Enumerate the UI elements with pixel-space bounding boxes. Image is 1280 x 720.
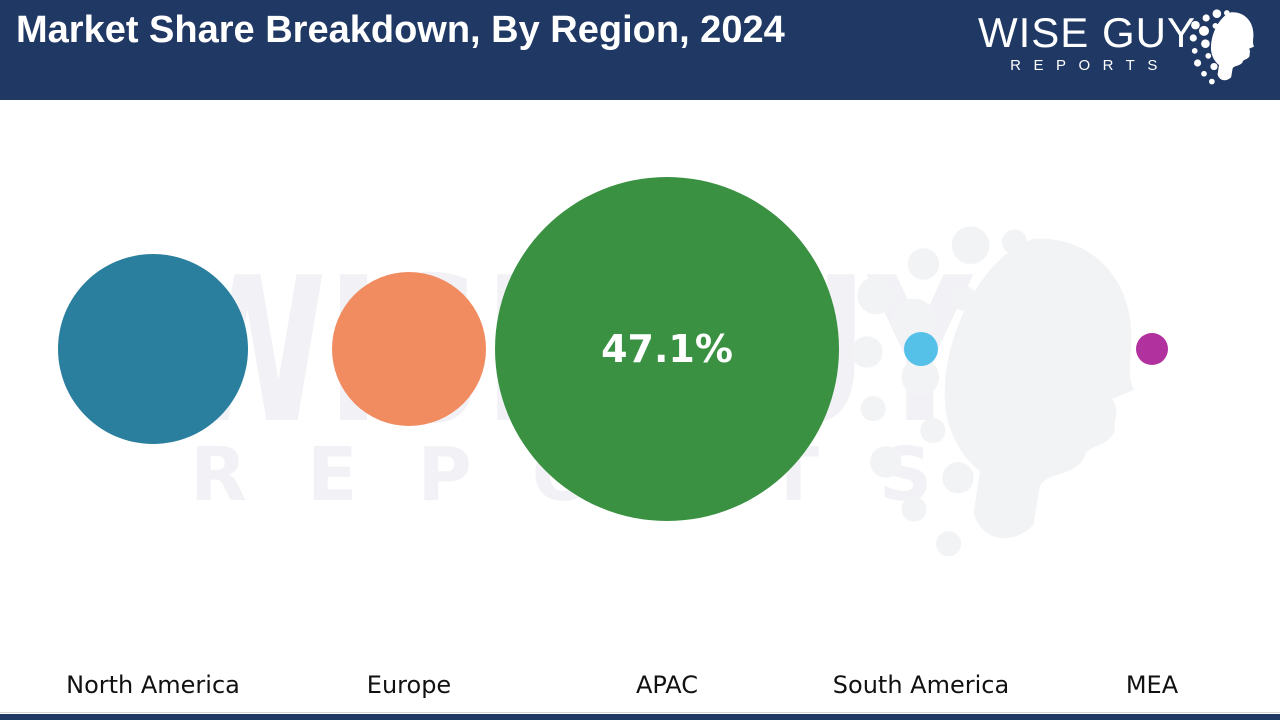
bottom-divider (0, 712, 1280, 713)
category-label-europe: Europe (366, 671, 452, 699)
brand-logo-text: WISE GUY REPORTS (977, 9, 1196, 75)
category-label-mea: MEA (1125, 671, 1179, 699)
category-label-apac: APAC (635, 671, 699, 699)
brand-name: WISE GUY (977, 9, 1196, 56)
page-title: Market Share Breakdown, By Region, 2024 (16, 9, 785, 51)
footer-bar (0, 714, 1280, 720)
bubble-mea (1136, 333, 1168, 365)
brand-subtitle: REPORTS (1010, 57, 1170, 74)
bubble-europe (332, 272, 486, 426)
header-bar: Market Share Breakdown, By Region, 2024 … (0, 0, 1280, 100)
bubble-apac: 47.1% (495, 177, 839, 521)
category-label-north-america: North America (66, 671, 240, 699)
bubble-north-america (58, 254, 248, 444)
category-label-south-america: South America (832, 671, 1010, 699)
brand-logo: WISE GUY REPORTS (978, 0, 1280, 88)
bubble-south-america (904, 332, 938, 366)
bubble-value-label-apac: 47.1% (601, 327, 733, 371)
brand-head-icon (1188, 8, 1260, 88)
